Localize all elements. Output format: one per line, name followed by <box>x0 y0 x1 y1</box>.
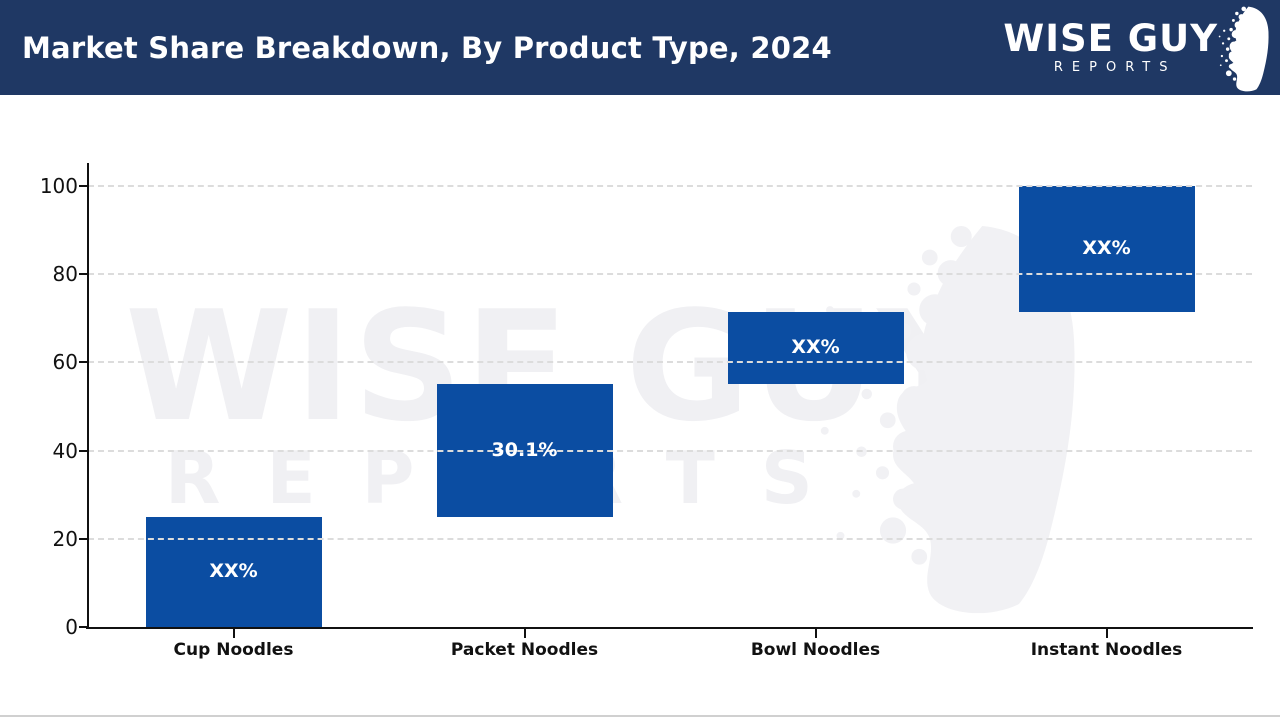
x-category-label: Instant Noodles <box>1030 640 1183 660</box>
y-tick-label: 40 <box>52 438 78 463</box>
x-tick-mark <box>523 629 526 638</box>
y-tick-label: 100 <box>39 174 78 198</box>
wiseguy-logo: WISE GUY REPORTS <box>1003 0 1274 95</box>
bar-value-label: 30.1% <box>491 438 558 461</box>
logo-wordmark: WISE GUY <box>1003 17 1218 60</box>
y-tick-label: 20 <box>52 526 78 551</box>
bar-cup-noodles <box>145 517 322 627</box>
gridline-80 <box>88 273 1252 276</box>
bar-value-label: XX% <box>791 336 840 359</box>
x-tick-mark <box>1105 629 1108 638</box>
y-tick-label: 60 <box>52 350 78 375</box>
bar-instant-noodles <box>1018 186 1195 313</box>
x-category-label: Packet Noodles <box>450 640 599 660</box>
gridline-60 <box>88 361 1252 364</box>
watermark-face-icon <box>775 205 1095 629</box>
y-tick-mark <box>79 449 87 452</box>
x-category-label: Cup Noodles <box>173 640 294 660</box>
y-tick-mark <box>79 537 87 540</box>
bottom-border <box>0 715 1280 717</box>
gridline-100 <box>88 185 1252 187</box>
bar-bowl-noodles <box>727 312 904 385</box>
logo-text: WISE GUY REPORTS <box>1003 20 1218 75</box>
x-tick-mark <box>814 629 817 638</box>
y-tick-label: 0 <box>65 615 78 639</box>
x-tick-mark <box>232 629 235 638</box>
gridline-40 <box>88 449 1252 452</box>
logo-subtitle: REPORTS <box>1053 60 1177 75</box>
y-axis-line <box>87 163 89 629</box>
page-title: Market Share Breakdown, By Product Type,… <box>22 30 832 65</box>
wiseguy-face-icon <box>1202 2 1274 94</box>
y-tick-label: 80 <box>52 262 78 287</box>
y-tick-mark <box>79 185 87 187</box>
gridline-20 <box>88 537 1252 540</box>
x-axis-line <box>86 627 1253 629</box>
y-tick-mark <box>79 273 87 276</box>
y-tick-mark <box>79 626 87 628</box>
y-tick-mark <box>79 361 87 364</box>
bar-value-label: XX% <box>1082 237 1131 260</box>
x-category-label: Bowl Noodles <box>750 640 881 660</box>
header-bar: Market Share Breakdown, By Product Type,… <box>0 0 1280 95</box>
bar-value-label: XX% <box>209 560 258 583</box>
